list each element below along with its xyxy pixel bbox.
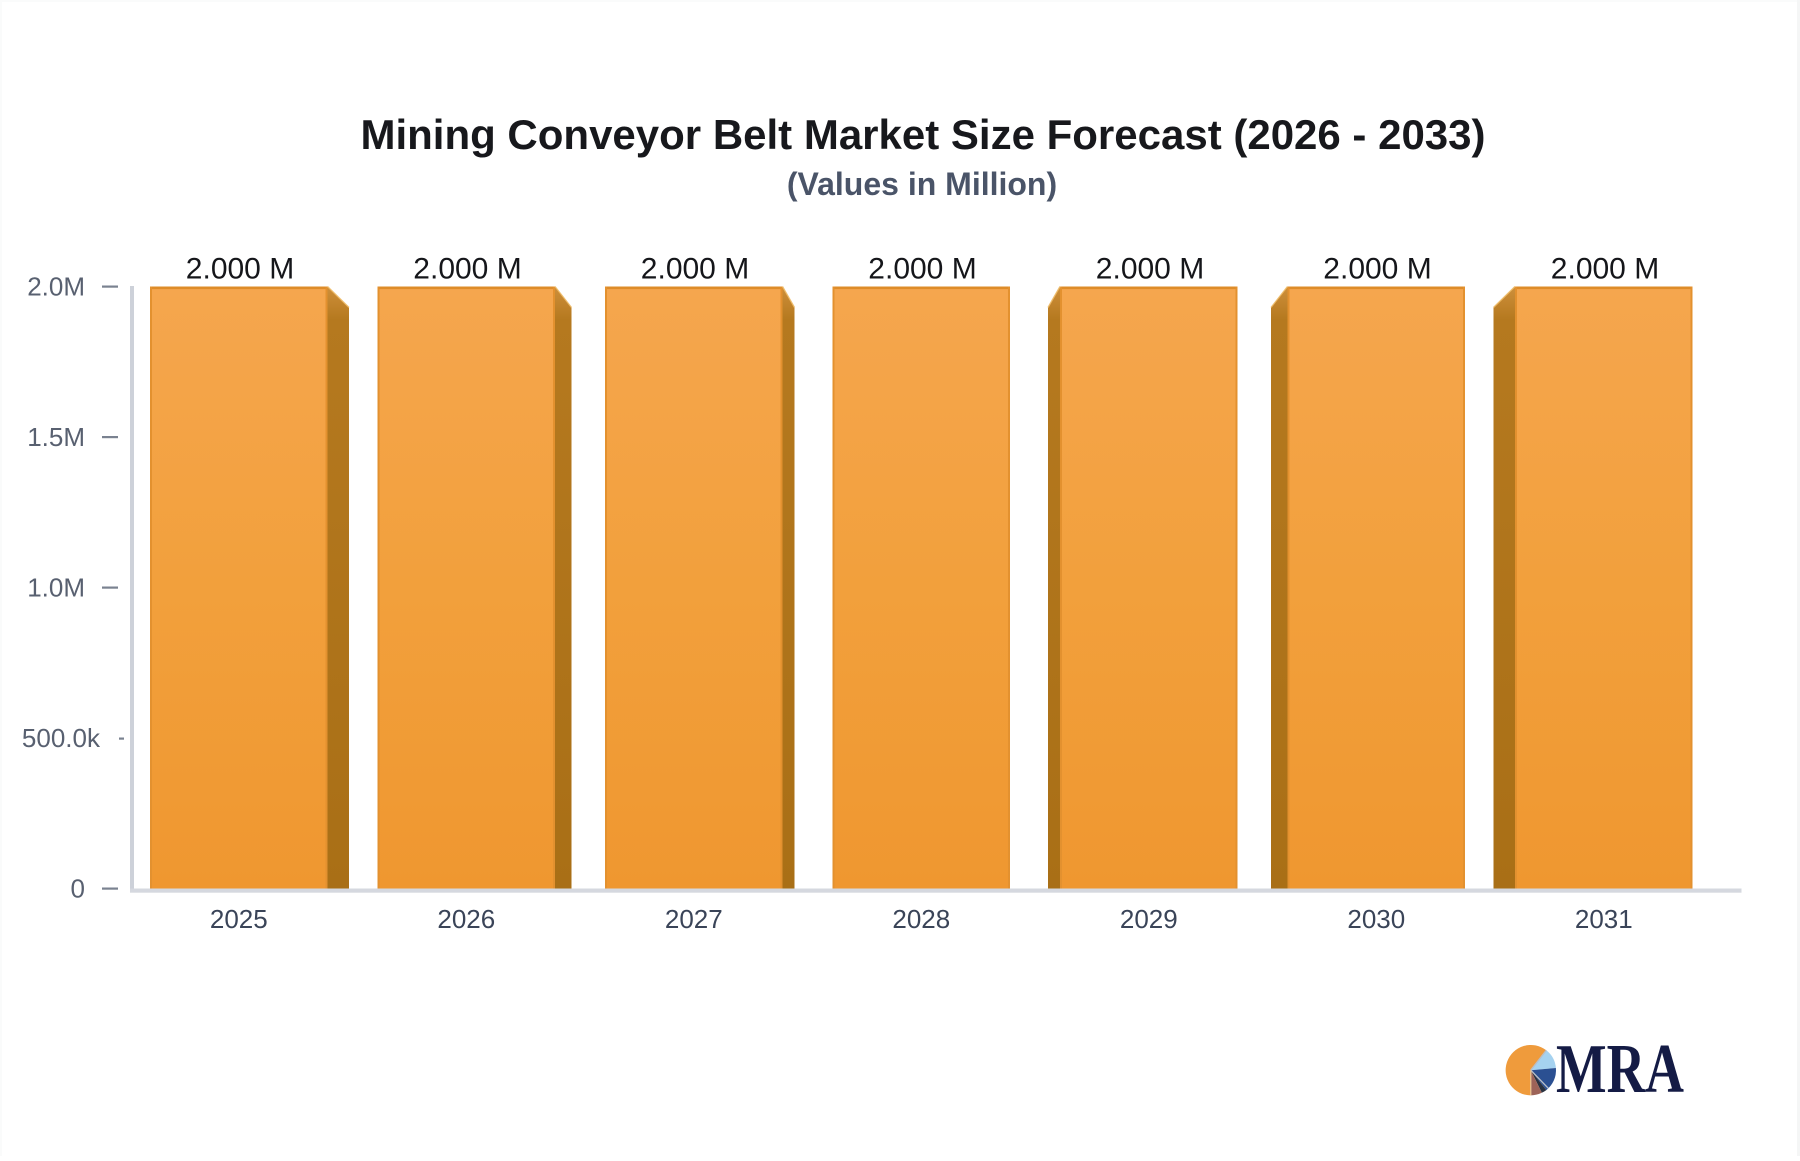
svg-text:2031: 2031 (1575, 904, 1633, 934)
svg-text:2025: 2025 (210, 904, 268, 934)
svg-text:2029: 2029 (1120, 904, 1178, 934)
svg-text:1.5M: 1.5M (27, 422, 85, 452)
svg-text:0: 0 (71, 874, 85, 904)
svg-text:2.000 M: 2.000 M (1323, 253, 1431, 286)
svg-text:2030: 2030 (1347, 904, 1405, 934)
svg-text:2027: 2027 (665, 904, 723, 934)
svg-text:2.000 M: 2.000 M (1096, 253, 1204, 286)
svg-text:Mining Conveyor Belt Market Si: Mining Conveyor Belt Market Size Forecas… (360, 111, 1485, 158)
svg-text:2028: 2028 (892, 904, 950, 934)
svg-text:2026: 2026 (437, 904, 495, 934)
svg-text:2.000 M: 2.000 M (1551, 253, 1659, 286)
svg-text:2.000 M: 2.000 M (413, 253, 521, 286)
svg-text:2.000 M: 2.000 M (186, 253, 294, 286)
svg-text:(Values in Million): (Values in Million) (787, 166, 1057, 202)
svg-text:MRA: MRA (1556, 1031, 1684, 1108)
svg-text:2.000 M: 2.000 M (641, 253, 749, 286)
svg-text:1.0M: 1.0M (27, 573, 85, 603)
svg-text:500.0k: 500.0k (22, 723, 101, 753)
svg-text:2.000 M: 2.000 M (868, 253, 976, 286)
svg-text:2.0M: 2.0M (27, 272, 85, 302)
